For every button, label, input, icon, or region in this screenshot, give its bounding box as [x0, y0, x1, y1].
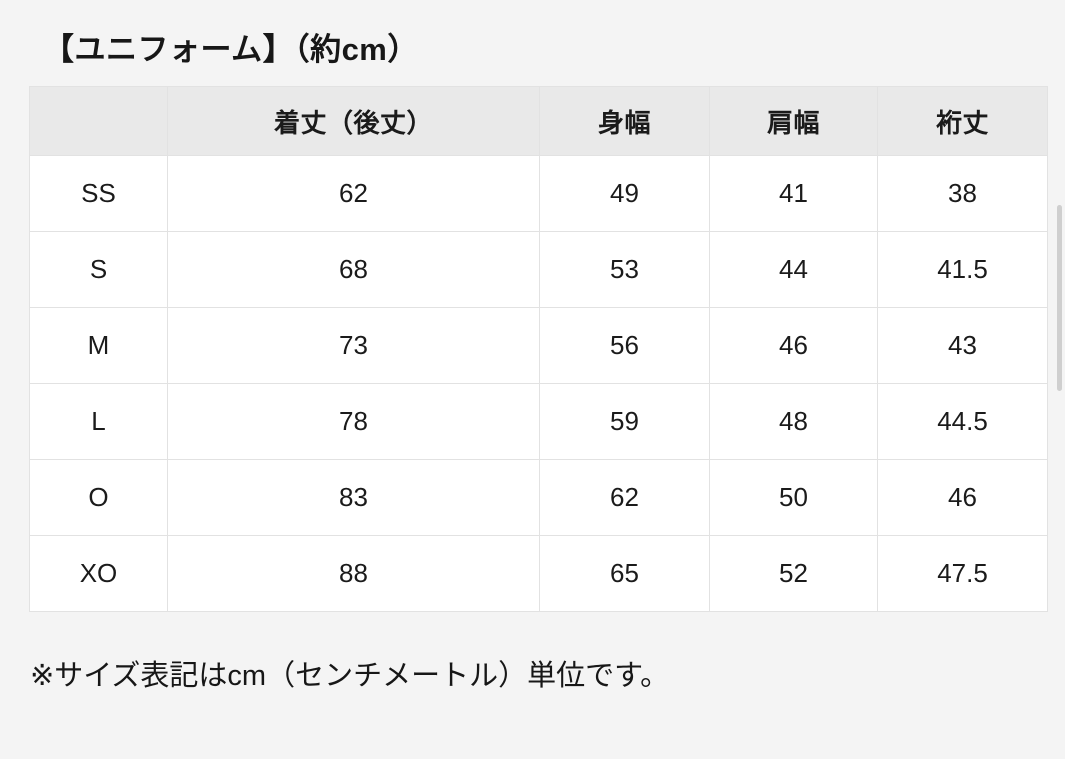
cell-shoulder: 46: [709, 307, 878, 384]
cell-size: M: [29, 307, 168, 384]
table-header: 着丈（後丈） 身幅 肩幅 裄丈: [29, 86, 1048, 156]
column-header-size: [29, 86, 168, 156]
table-row: M 73 56 46 43: [29, 307, 1048, 384]
cell-shoulder: 50: [709, 459, 878, 536]
table-row: SS 62 49 41 38: [29, 155, 1048, 232]
cell-sleeve: 47.5: [877, 535, 1048, 612]
column-header-shoulder: 肩幅: [709, 86, 878, 156]
cell-size: L: [29, 383, 168, 460]
cell-chest: 53: [539, 231, 710, 308]
table-row: L 78 59 48 44.5: [29, 383, 1048, 460]
cell-size: XO: [29, 535, 168, 612]
size-table: 着丈（後丈） 身幅 肩幅 裄丈 SS 62 49 41 38 S 68 53: [29, 86, 1048, 612]
cell-length: 78: [167, 383, 540, 460]
cell-sleeve: 38: [877, 155, 1048, 232]
table-row: XO 88 65 52 47.5: [29, 535, 1048, 612]
cell-sleeve: 44.5: [877, 383, 1048, 460]
page-title: 【ユニフォーム】（約cm）: [43, 32, 419, 67]
cell-sleeve: 41.5: [877, 231, 1048, 308]
cell-chest: 65: [539, 535, 710, 612]
cell-shoulder: 44: [709, 231, 878, 308]
size-table-container: 着丈（後丈） 身幅 肩幅 裄丈 SS 62 49 41 38 S 68 53: [29, 86, 1048, 612]
cell-shoulder: 41: [709, 155, 878, 232]
cell-chest: 59: [539, 383, 710, 460]
cell-chest: 49: [539, 155, 710, 232]
cell-size: S: [29, 231, 168, 308]
cell-size: O: [29, 459, 168, 536]
cell-sleeve: 46: [877, 459, 1048, 536]
cell-length: 73: [167, 307, 540, 384]
cell-chest: 56: [539, 307, 710, 384]
column-header-length: 着丈（後丈）: [167, 86, 540, 156]
page-scrollbar[interactable]: [1052, 0, 1065, 759]
cell-shoulder: 48: [709, 383, 878, 460]
scrollbar-thumb[interactable]: [1057, 205, 1062, 391]
cell-length: 83: [167, 459, 540, 536]
cell-size: SS: [29, 155, 168, 232]
cell-chest: 62: [539, 459, 710, 536]
column-header-sleeve: 裄丈: [877, 86, 1048, 156]
unit-footnote: ※サイズ表記はcm（センチメートル）単位です。: [30, 660, 670, 692]
cell-length: 68: [167, 231, 540, 308]
table-row: S 68 53 44 41.5: [29, 231, 1048, 308]
cell-shoulder: 52: [709, 535, 878, 612]
cell-length: 88: [167, 535, 540, 612]
column-header-chest: 身幅: [539, 86, 710, 156]
cell-sleeve: 43: [877, 307, 1048, 384]
cell-length: 62: [167, 155, 540, 232]
table-row: O 83 62 50 46: [29, 459, 1048, 536]
table-header-row: 着丈（後丈） 身幅 肩幅 裄丈: [29, 86, 1048, 156]
table-body: SS 62 49 41 38 S 68 53 44 41.5 M 73 56: [29, 155, 1048, 612]
